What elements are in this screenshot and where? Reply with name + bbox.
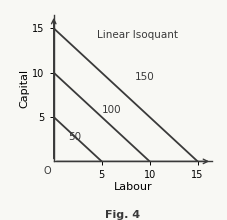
- Text: Linear Isoquant: Linear Isoquant: [97, 30, 178, 40]
- Text: 150: 150: [135, 72, 155, 82]
- Y-axis label: Capital: Capital: [20, 69, 30, 108]
- Text: O: O: [43, 166, 51, 176]
- Text: 50: 50: [68, 132, 81, 142]
- Text: Fig. 4: Fig. 4: [105, 210, 140, 220]
- X-axis label: Labour: Labour: [114, 182, 152, 192]
- Text: 100: 100: [102, 105, 121, 115]
